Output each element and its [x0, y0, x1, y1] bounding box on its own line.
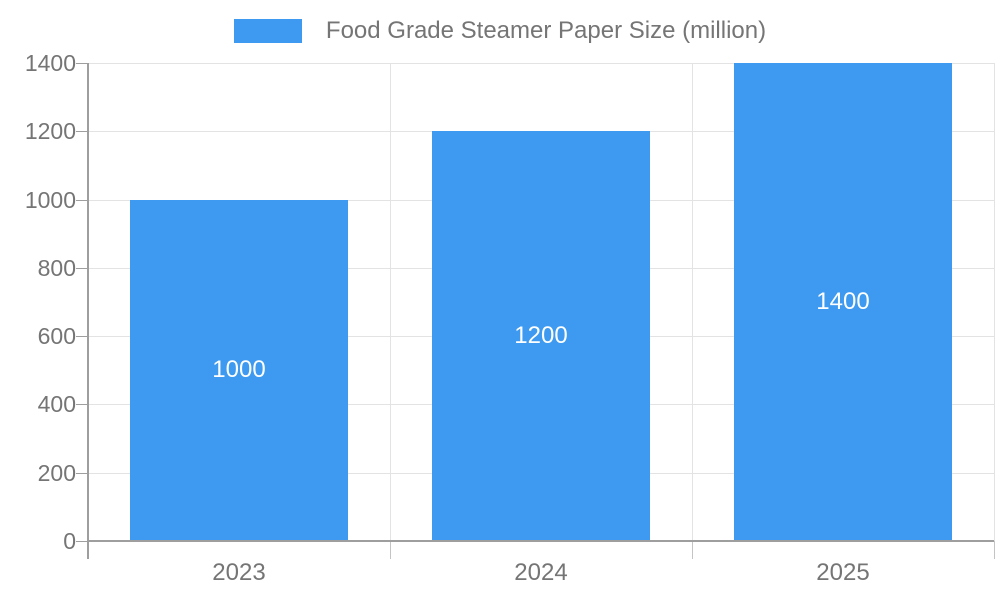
bar-2023 [130, 200, 348, 541]
bar-value-label: 1000 [212, 356, 266, 383]
bar-value-label: 1200 [514, 322, 568, 349]
y-axis-tick-label: 200 [37, 460, 76, 486]
gridline-vertical [390, 63, 391, 541]
y-axis-tick-label: 1200 [24, 118, 76, 144]
y-axis-tick-label: 800 [37, 255, 76, 281]
y-axis-tick-label: 1400 [24, 50, 76, 76]
y-axis-tick [76, 336, 88, 337]
bar-2025 [734, 63, 952, 541]
x-axis-line [88, 540, 994, 542]
x-axis-tick-label: 2023 [212, 559, 266, 586]
legend-swatch [233, 19, 302, 43]
x-axis-boundary-tick [692, 541, 693, 559]
y-axis-tick [76, 200, 88, 201]
y-axis-tick-label: 0 [63, 528, 76, 554]
x-axis-boundary-tick [390, 541, 391, 559]
x-axis-boundary-tick [994, 541, 995, 559]
y-axis-tick [76, 404, 88, 405]
y-axis-tick [76, 541, 88, 542]
bar-value-label: 1400 [816, 288, 870, 315]
y-axis-tick [76, 131, 88, 132]
gridline-vertical [994, 63, 995, 541]
y-axis-tick-label: 400 [37, 391, 76, 417]
legend: Food Grade Steamer Paper Size (million) [0, 17, 1000, 45]
x-axis-tick-label: 2024 [514, 559, 568, 586]
y-axis-tick [76, 63, 88, 64]
legend-label: Food Grade Steamer Paper Size (million) [325, 17, 767, 44]
bar-2024 [432, 131, 650, 541]
y-axis-tick [76, 473, 88, 474]
gridline-vertical [692, 63, 693, 541]
y-axis-tick [76, 268, 88, 269]
y-axis-tick-label: 1000 [24, 187, 76, 213]
gridline-horizontal [88, 63, 994, 64]
x-axis-tick-label: 2025 [816, 559, 870, 586]
y-axis-tick-label: 600 [37, 323, 76, 349]
y-axis-line [87, 63, 89, 559]
